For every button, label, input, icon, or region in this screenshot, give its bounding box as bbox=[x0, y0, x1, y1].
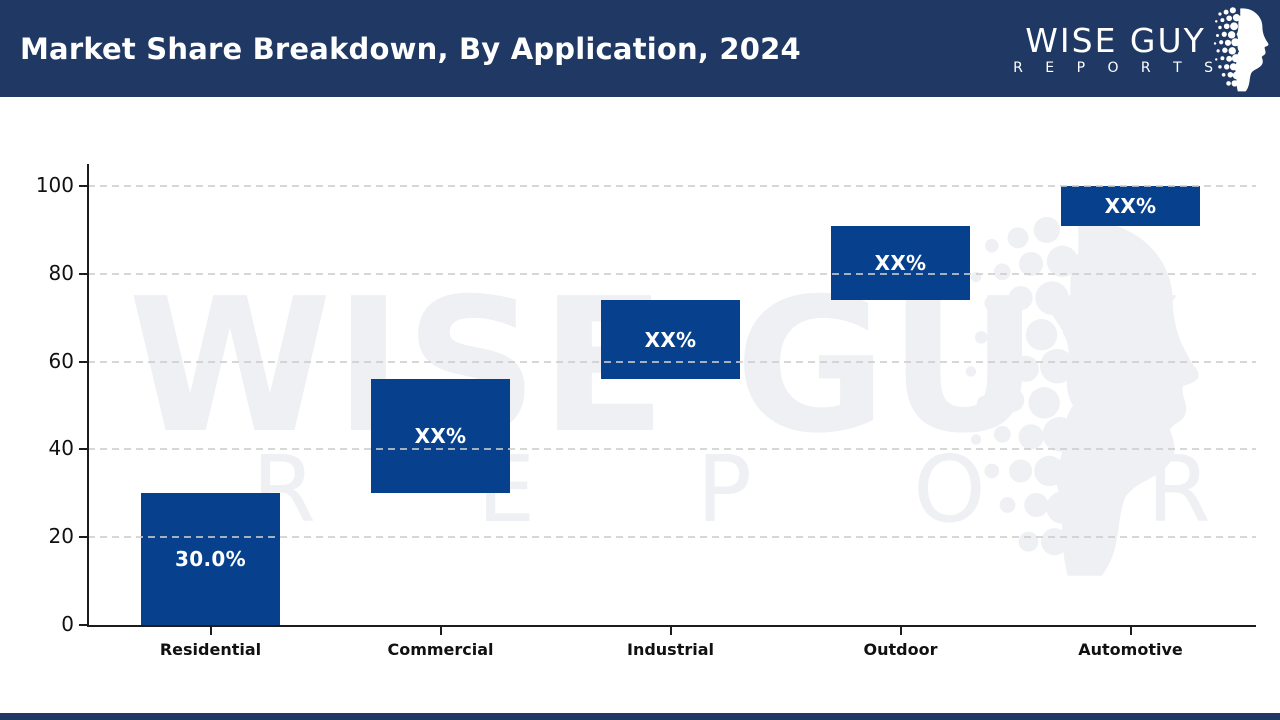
y-tick-mark bbox=[79, 448, 87, 451]
logo-text: WISE GUY R E P O R T S bbox=[1009, 20, 1222, 76]
x-axis-line bbox=[87, 625, 1256, 627]
x-tick-mark bbox=[669, 627, 672, 635]
logo-reports-text: R E P O R T S bbox=[1013, 59, 1222, 76]
y-gridline bbox=[88, 448, 1256, 451]
x-category-label: Industrial bbox=[626, 640, 714, 659]
y-gridline bbox=[88, 272, 1256, 275]
y-tick-mark bbox=[79, 624, 87, 626]
y-tick-label: 80 bbox=[48, 260, 74, 285]
x-category-label: Residential bbox=[159, 640, 262, 659]
watermark-face-logo bbox=[942, 200, 1204, 590]
footer-bar bbox=[0, 713, 1280, 720]
x-category-label: Automotive bbox=[1078, 640, 1183, 659]
y-tick-mark bbox=[79, 185, 87, 187]
bar-outdoor: XX% bbox=[831, 225, 970, 301]
x-category-label: Outdoor bbox=[863, 640, 938, 659]
y-gridline bbox=[88, 536, 1256, 539]
x-tick-mark bbox=[1129, 627, 1132, 635]
y-tick-mark bbox=[79, 360, 87, 363]
x-category-label: Commercial bbox=[387, 640, 494, 659]
bar-industrial: XX% bbox=[601, 300, 740, 380]
bar-value-label: XX% bbox=[644, 327, 697, 352]
wise-guy-reports-logo: WISE GUY R E P O R T S bbox=[1009, 6, 1270, 92]
chart-title: Market Share Breakdown, By Application, … bbox=[20, 31, 801, 66]
bar-residential: 30.0% bbox=[141, 493, 280, 625]
y-gridline bbox=[88, 185, 1256, 187]
bar-commercial: XX% bbox=[371, 379, 510, 494]
y-tick-mark bbox=[79, 536, 87, 539]
y-tick-label: 100 bbox=[35, 173, 74, 197]
y-axis-line bbox=[87, 164, 89, 626]
x-tick-mark bbox=[209, 627, 212, 635]
y-tick-label: 0 bbox=[61, 612, 74, 636]
y-gridline bbox=[88, 360, 1256, 363]
bar-value-label: XX% bbox=[414, 424, 467, 449]
logo-face-icon bbox=[1208, 6, 1270, 92]
bar-value-label: 30.0% bbox=[175, 547, 246, 572]
y-tick-label: 20 bbox=[48, 524, 74, 549]
logo-wise-guy-text: WISE GUY bbox=[1025, 20, 1206, 60]
bar-automotive: XX% bbox=[1061, 186, 1200, 226]
bar-value-label: XX% bbox=[874, 250, 927, 275]
bar-value-label: XX% bbox=[1104, 193, 1157, 218]
x-tick-mark bbox=[439, 627, 442, 635]
y-tick-mark bbox=[79, 272, 87, 275]
y-tick-label: 40 bbox=[48, 436, 74, 461]
header-bar: Market Share Breakdown, By Application, … bbox=[0, 0, 1280, 97]
x-tick-mark bbox=[899, 627, 902, 635]
y-tick-label: 60 bbox=[48, 348, 74, 373]
